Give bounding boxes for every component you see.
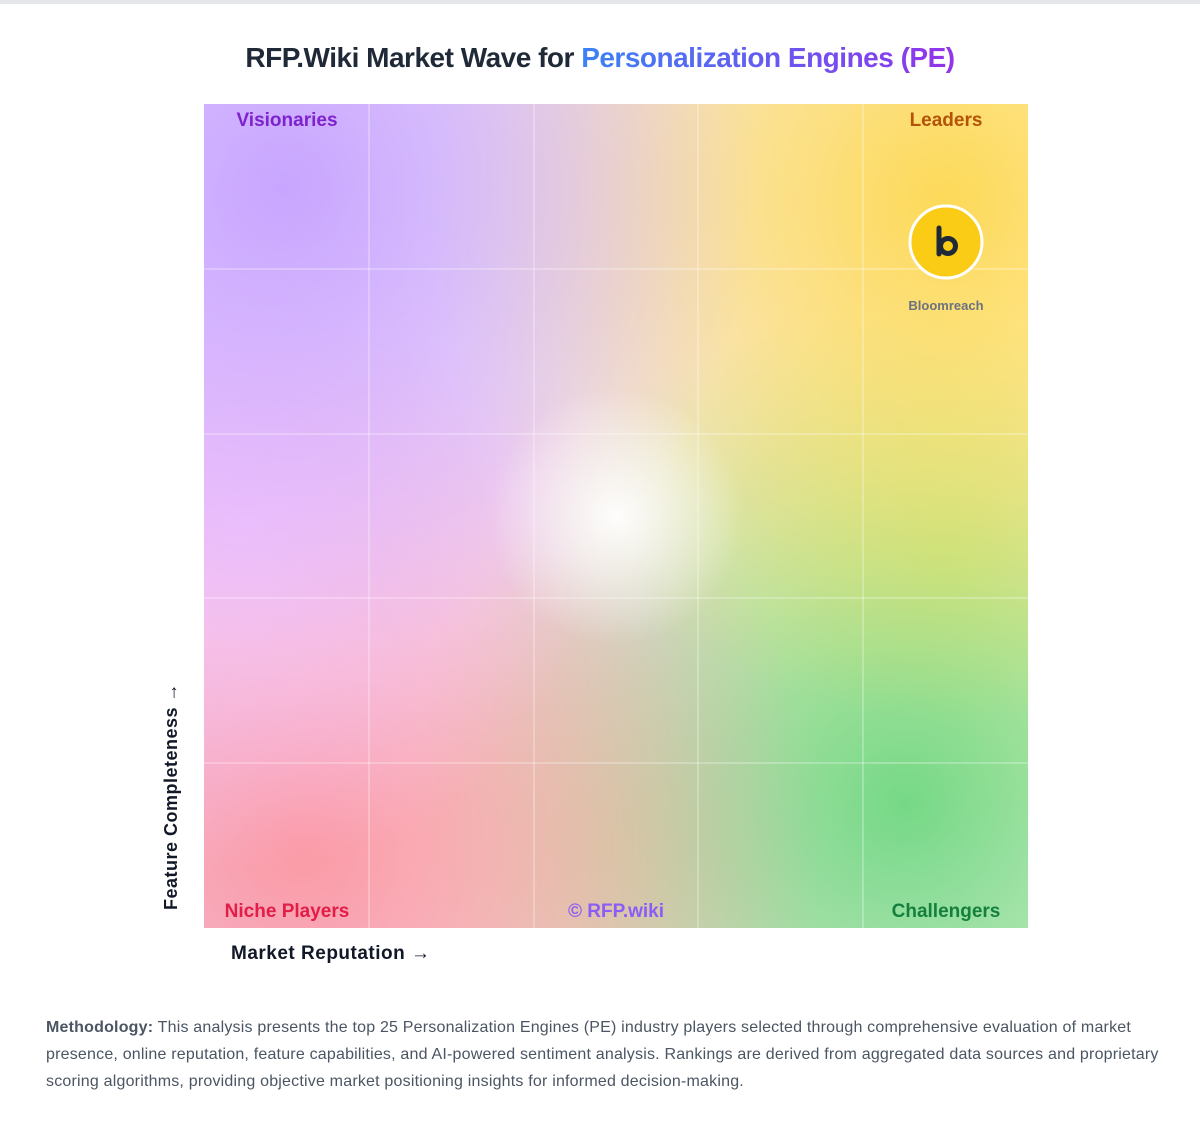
vendor-name: Bloomreach <box>908 298 984 313</box>
quadrant-label: Leaders <box>909 110 983 131</box>
title-highlight: Personalization Engines (PE) <box>581 42 955 73</box>
quadrant-plot: Visionaries Leaders Niche Players Challe… <box>204 104 1028 928</box>
watermark: © RFP.wiki <box>567 901 665 922</box>
vendor-logo[interactable] <box>908 204 984 280</box>
quadrant-label: Challengers <box>891 901 1001 922</box>
methodology: Methodology: This analysis presents the … <box>46 1014 1161 1095</box>
methodology-label: Methodology: <box>46 1019 154 1036</box>
quadrant-label: Visionaries <box>236 110 338 131</box>
x-axis-label: Market Reputation → <box>231 943 431 964</box>
title: RFP.Wiki Market Wave for Personalization… <box>0 42 1200 74</box>
y-axis-label: Feature Completeness → <box>161 682 181 910</box>
methodology-text: This analysis presents the top 25 Person… <box>46 1019 1159 1090</box>
quadrant-label: Niche Players <box>224 901 350 922</box>
top-border <box>0 0 1200 4</box>
grid <box>204 104 1028 928</box>
title-prefix: RFP.Wiki Market Wave for <box>245 42 582 73</box>
